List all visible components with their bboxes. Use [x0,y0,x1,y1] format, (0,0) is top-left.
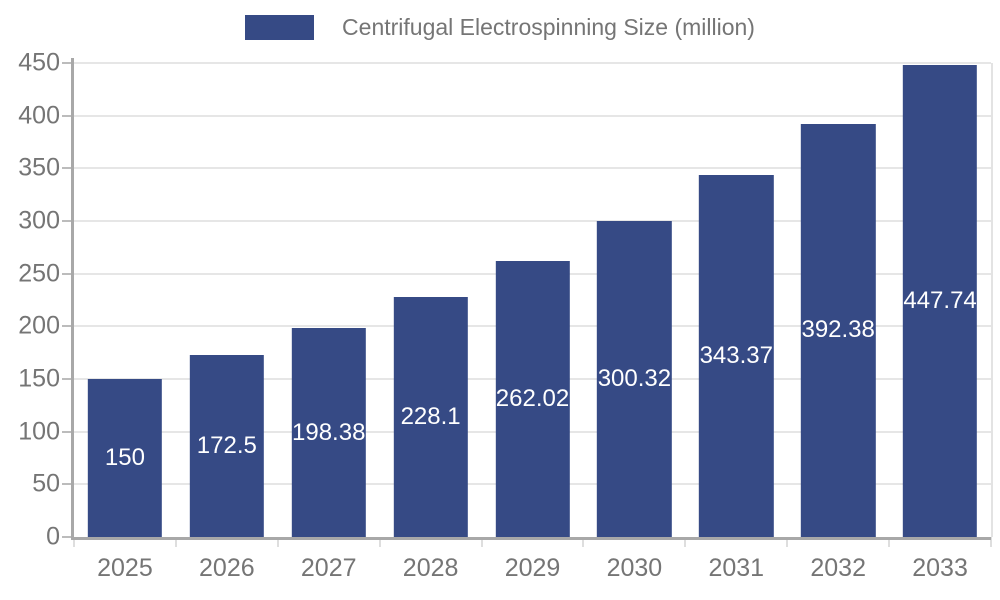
bar-slot: 262.02 2029 [482,63,584,582]
bar-slot: 228.1 2028 [380,63,482,582]
bar-slot: 343.37 2031 [685,63,787,582]
bars-layer: 150 2025 172.5 2026 198.38 2027 228.1 2028 262.0… [73,63,992,582]
y-tick-mark [62,114,71,117]
bar: 392.38 [800,123,876,537]
x-tick-label: 2026 [199,554,255,582]
y-gridline [74,62,991,64]
x-tick-label: 2032 [810,554,866,582]
bar-value-label: 343.37 [699,342,773,370]
bar-value-label: 198.38 [292,418,366,446]
y-tick-mark [62,536,71,538]
x-boundary-tick [582,537,585,547]
x-boundary-tick [480,537,483,547]
legend: Centrifugal Electrospinning Size (millio… [0,14,1000,41]
y-tick-mark [62,167,71,170]
y-gridline [74,114,991,117]
legend-swatch [245,15,315,40]
y-tick-label: 150 [18,364,60,393]
x-boundary-tick [888,537,891,547]
legend-label: Centrifugal Electrospinning Size (millio… [342,14,755,40]
bar: 300.32 [597,220,672,537]
bar-slot: 300.32 2030 [583,63,685,582]
bar-value-label: 228.1 [400,402,461,430]
bar-slot: 198.38 2027 [278,63,380,582]
bar: 172.5 [189,355,265,537]
x-tick-label: 2033 [912,554,968,582]
bar-slot: 447.74 2033 [889,63,991,582]
y-tick-mark [62,430,71,433]
y-tick-mark [62,378,71,381]
x-boundary-tick [73,537,75,547]
bar: 343.37 [699,175,774,537]
bar: 198.38 [291,328,366,537]
y-tick-mark [62,483,71,486]
y-tick-label: 50 [32,469,60,498]
x-boundary-tick [684,537,687,547]
y-gridline [74,220,991,223]
bar-value-label: 150 [104,444,145,471]
bar-value-label: 172.5 [196,432,257,460]
y-tick-mark [62,62,71,64]
y-tick-label: 450 [18,48,60,77]
x-axis-line [71,537,991,540]
y-tick-label: 0 [46,522,60,551]
y-axis-line [71,58,74,537]
x-boundary-tick [276,537,279,547]
y-tick-mark [62,272,71,275]
bar: 150 [87,379,163,537]
x-tick-label: 2029 [504,554,561,582]
y-tick-label: 350 [18,153,60,182]
y-tick-label: 400 [18,101,60,130]
bar-slot: 392.38 2032 [787,63,889,582]
y-tick-label: 300 [18,206,60,235]
plot-area: 0 50 100 150 200 250 300 350 400 450 150 2025 172.5… [18,50,993,582]
x-boundary-tick [786,537,789,547]
x-boundary-tick [990,537,992,547]
bar-value-label: 262.02 [495,385,570,412]
x-tick-label: 2030 [606,554,663,582]
x-tick-label: 2027 [300,554,357,582]
y-tick-label: 100 [18,417,60,446]
x-tick-label: 2025 [97,554,153,582]
y-tick-mark [62,325,71,328]
x-boundary-tick [378,537,381,547]
y-tick-mark [62,220,71,223]
bar: 228.1 [393,296,468,537]
x-tick-label: 2028 [402,554,459,582]
x-boundary-tick [174,537,177,547]
x-tick-label: 2031 [708,554,765,582]
bar: 447.74 [902,65,978,537]
y-gridline [74,167,991,170]
y-tick-label: 250 [18,259,60,288]
bar-slot: 150 2025 [74,63,176,582]
bar-value-label: 392.38 [801,316,875,344]
bar-slot: 172.5 2026 [176,63,278,582]
y-tick-label: 200 [18,311,60,340]
bar-value-label: 300.32 [597,364,672,392]
bar-value-label: 447.74 [903,287,977,315]
bar: 262.02 [495,261,570,537]
